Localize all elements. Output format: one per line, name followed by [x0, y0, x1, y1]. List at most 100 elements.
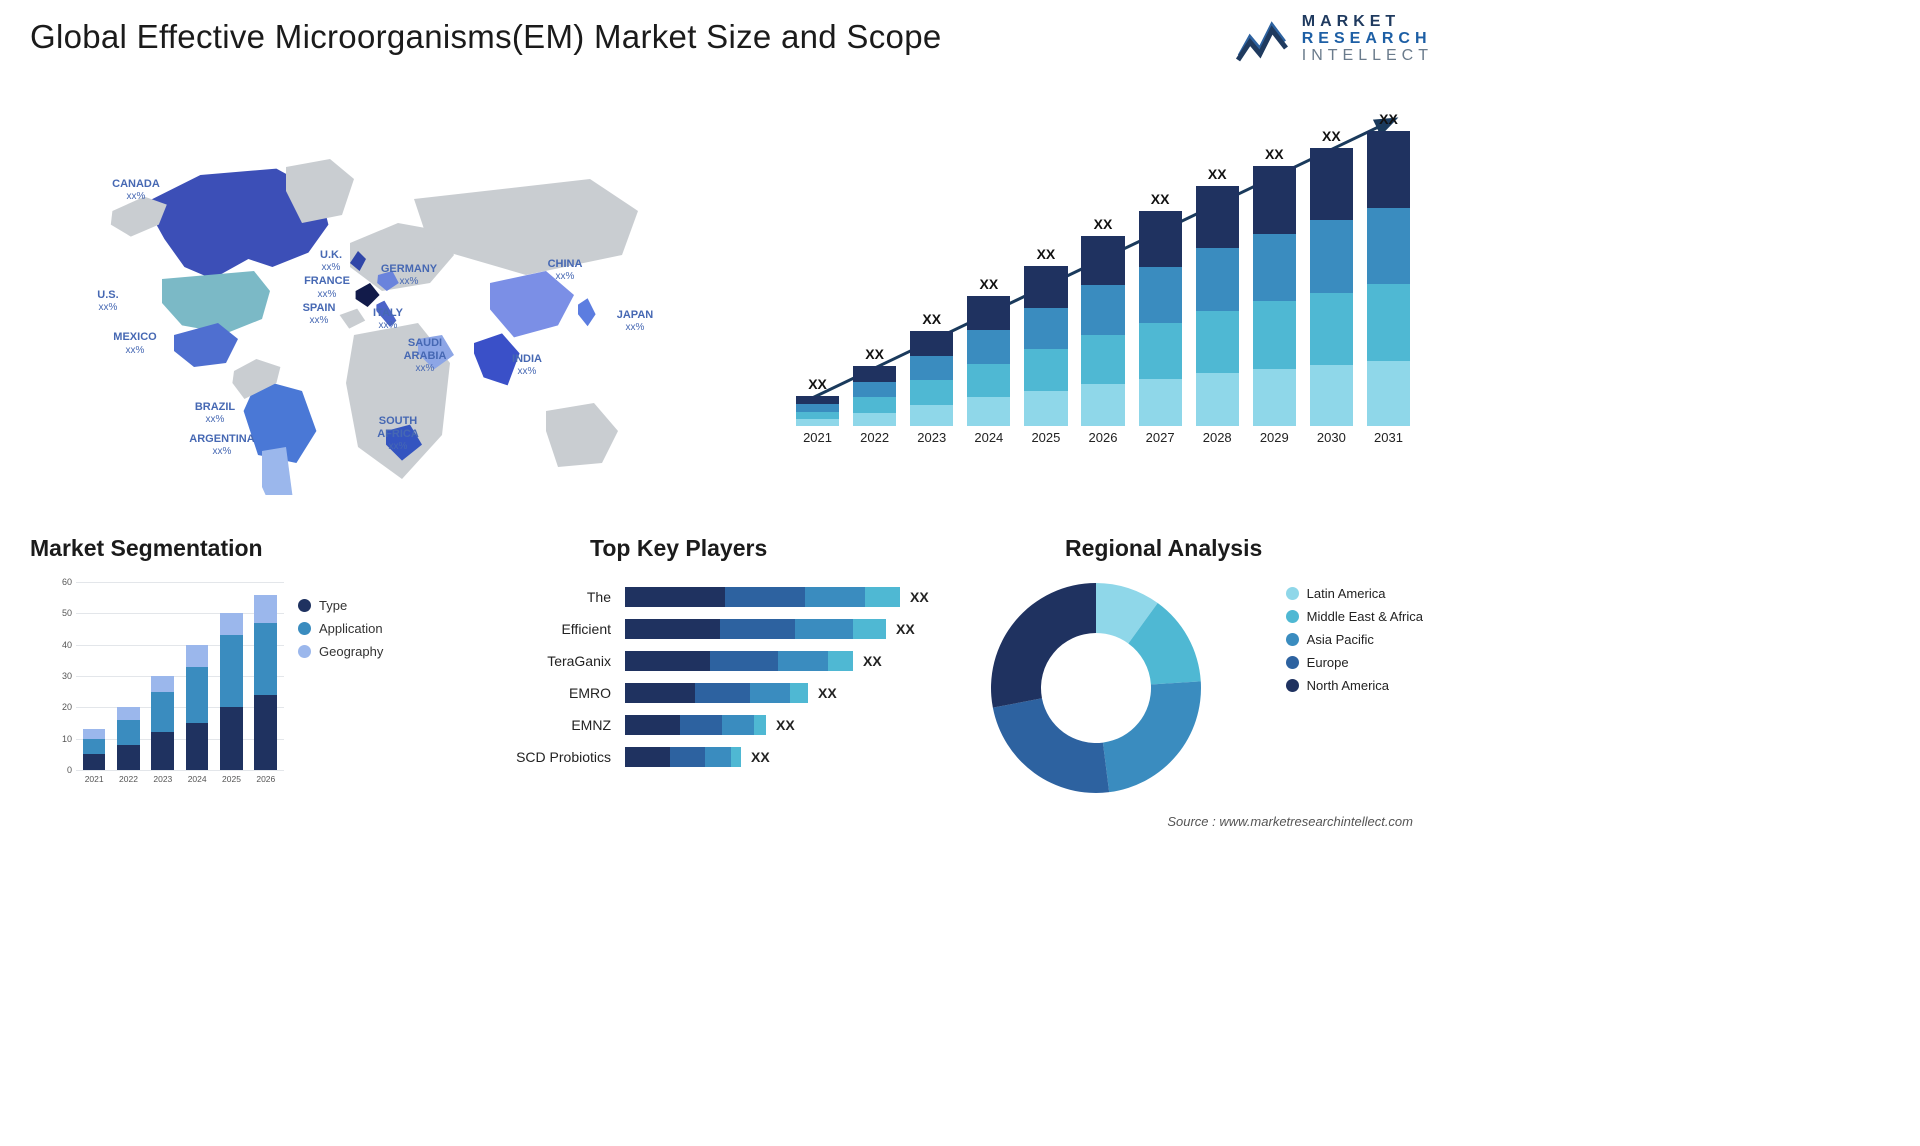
player-value-label: XX	[818, 685, 837, 701]
brand-line3: INTELLECT	[1302, 48, 1433, 65]
mainbar-value-label: XX	[1379, 111, 1398, 127]
mainbar-seg	[967, 364, 1010, 398]
regional-legend-item: Middle East & Africa	[1286, 609, 1423, 624]
mainbar-stack	[967, 296, 1010, 426]
mainbar-seg	[1310, 148, 1353, 220]
seg-ylabel: 40	[62, 640, 72, 650]
mainbar-seg	[1081, 236, 1124, 285]
mainbar-seg	[1196, 186, 1239, 248]
player-row: EMNZXX	[500, 712, 930, 738]
map-label-south-africa: SOUTHAFRICAxx%	[358, 415, 438, 453]
mainbar-seg	[910, 380, 953, 405]
mainbar-seg	[1253, 166, 1296, 234]
player-bar-seg	[680, 715, 722, 735]
player-bar-seg	[625, 651, 710, 671]
player-bar-seg	[865, 587, 900, 607]
seg-seg	[220, 707, 243, 770]
seg-ylabel: 50	[62, 608, 72, 618]
player-value-label: XX	[776, 717, 795, 733]
player-bar	[625, 747, 741, 767]
mainbar-col-2028: XX2028	[1193, 166, 1242, 445]
player-bar	[625, 683, 808, 703]
seg-seg	[186, 667, 209, 723]
mainbar-seg	[1139, 379, 1182, 426]
player-bar-seg	[778, 651, 828, 671]
player-name: Efficient	[500, 621, 625, 637]
mainbar-seg	[1367, 361, 1410, 426]
seg-ylabel: 30	[62, 671, 72, 681]
mainbar-seg	[1139, 323, 1182, 379]
map-label-u-k-: U.K.xx%	[291, 249, 371, 274]
mainbar-seg	[1310, 220, 1353, 292]
world-map: CANADAxx%U.S.xx%MEXICOxx%BRAZILxx%ARGENT…	[30, 95, 710, 495]
map-label-canada: CANADAxx%	[96, 178, 176, 203]
player-bar-seg	[710, 651, 778, 671]
mainbar-seg	[1253, 234, 1296, 302]
legend-dot	[1286, 656, 1299, 669]
map-label-argentina: ARGENTINAxx%	[182, 433, 262, 458]
mainbar-col-2024: XX2024	[964, 276, 1013, 445]
seg-col-2024	[183, 645, 211, 770]
mainbar-value-label: XX	[1265, 146, 1284, 162]
regional-title: Regional Analysis	[1065, 535, 1262, 562]
seg-seg	[83, 739, 106, 755]
seg-seg	[220, 635, 243, 707]
mainbar-seg	[853, 413, 896, 426]
seg-ylabel: 10	[62, 734, 72, 744]
player-value-label: XX	[863, 653, 882, 669]
mainbar-seg	[910, 356, 953, 381]
mainbar-seg	[1081, 335, 1124, 384]
seg-seg	[254, 623, 277, 695]
mainbar-stack	[1310, 148, 1353, 426]
player-name: TeraGanix	[500, 653, 625, 669]
seg-seg	[186, 723, 209, 770]
legend-dot	[1286, 633, 1299, 646]
player-row: TeraGanix XX	[500, 648, 930, 674]
mainbar-stack	[853, 366, 896, 426]
source-label: Source : www.marketresearchintellect.com	[1167, 814, 1413, 829]
seg-seg	[186, 645, 209, 667]
segmentation-legend: TypeApplicationGeography	[298, 590, 383, 667]
seg-seg	[151, 676, 174, 692]
mainbar-stack	[1139, 211, 1182, 426]
map-label-india: INDIAxx%	[487, 353, 567, 378]
seg-year-label: 2023	[149, 774, 177, 784]
seg-seg	[117, 745, 140, 770]
mainbar-col-2030: XX2030	[1307, 128, 1356, 445]
map-label-brazil: BRAZILxx%	[175, 401, 255, 426]
mainbar-year-label: 2029	[1260, 430, 1289, 445]
regional-legend: Latin America Middle East & Africa Asia Pa…	[1286, 578, 1423, 701]
regional-legend-item: Europe	[1286, 655, 1423, 670]
regional-legend-item: Asia Pacific	[1286, 632, 1423, 647]
mainbar-stack	[796, 396, 839, 426]
legend-label: Type	[319, 598, 347, 613]
map-label-italy: ITALYxx%	[348, 307, 428, 332]
regional-legend-item: Latin America	[1286, 586, 1423, 601]
mainbar-seg	[853, 382, 896, 398]
seg-seg	[117, 720, 140, 745]
player-bar-seg	[625, 683, 695, 703]
legend-dot	[298, 622, 311, 635]
regional-legend-item: North America	[1286, 678, 1423, 693]
mainbar-seg	[796, 404, 839, 412]
mainbar-value-label: XX	[1094, 216, 1113, 232]
legend-label: Geography	[319, 644, 383, 659]
player-row: SCD ProbioticsXX	[500, 744, 930, 770]
seg-col-2026	[252, 595, 280, 770]
player-value-label: XX	[896, 621, 915, 637]
player-row: EMROXX	[500, 680, 930, 706]
donut-slice-europe	[993, 698, 1109, 793]
mainbar-seg	[1139, 267, 1182, 323]
map-label-saudi-arabia: SAUDIARABIAxx%	[385, 337, 465, 375]
players-title: Top Key Players	[590, 535, 767, 562]
player-bar	[625, 715, 766, 735]
seg-ylabel: 60	[62, 577, 72, 587]
mainbar-seg	[796, 412, 839, 420]
seg-ylabel: 20	[62, 702, 72, 712]
legend-label: Asia Pacific	[1307, 632, 1374, 647]
player-bar-seg	[720, 619, 795, 639]
mainbar-stack	[1081, 236, 1124, 426]
donut-slice-asia-pacific	[1103, 681, 1201, 792]
seg-year-label: 2026	[252, 774, 280, 784]
player-bar	[625, 587, 900, 607]
